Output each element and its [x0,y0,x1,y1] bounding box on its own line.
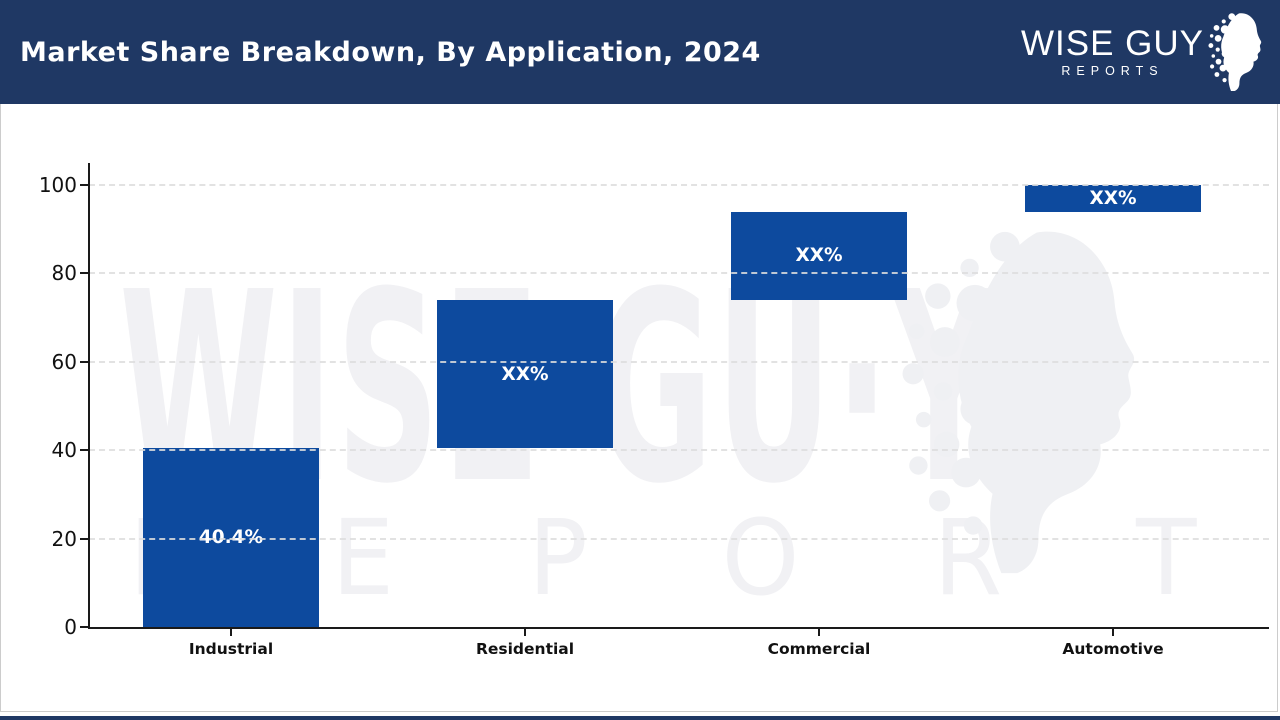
footer-accent-bar [0,716,1280,720]
chart-canvas: WISE GU·Y R E P O R T S 40.4% Industrial X… [0,104,1280,712]
x-axis-label-industrial: Industrial [188,640,274,658]
brand-subtitle: REPORTS [1061,63,1164,78]
y-tick-label: 20 [51,526,77,551]
y-tick-mark [80,449,88,452]
x-tick-mark [1112,629,1114,636]
watermark-text-line2: R E P O R T S [129,497,1280,619]
y-tick-label: 80 [51,261,77,286]
x-tick-mark [524,629,526,636]
y-tick-mark [80,626,88,628]
bar-value-label: XX% [795,245,843,267]
bar-residential: XX% [437,299,613,449]
y-axis-line [88,163,90,629]
gridline [89,449,1269,452]
x-axis-label-commercial: Commercial [767,640,871,658]
gridline [89,360,1269,363]
y-tick-mark [80,272,88,275]
bar-value-label: XX% [1089,187,1137,209]
gridline [89,184,1269,186]
x-axis-line [88,627,1269,629]
bar-industrial: 40.4% [143,448,319,627]
y-tick-label: 100 [38,173,77,197]
y-tick-mark [80,537,88,540]
x-tick-mark [230,629,232,636]
brand-logo: WISE GUY REPORTS [1021,6,1264,98]
header: Market Share Breakdown, By Application, … [0,0,1280,104]
page-title: Market Share Breakdown, By Application, … [20,36,761,68]
gridline [89,537,1269,540]
brand-name: WISE GUY [1020,24,1204,64]
watermark-face-icon [902,231,1135,574]
bar-value-label: XX% [501,363,549,385]
y-tick-label: 0 [64,615,77,639]
brand-face-icon [1208,13,1262,91]
y-tick-mark [80,360,88,363]
bar-value-label: 40.4% [198,527,264,549]
x-tick-mark [818,629,820,636]
bar-automotive: XX% [1025,185,1201,212]
x-axis-label-automotive: Automotive [1062,640,1164,658]
y-tick-label: 60 [51,349,77,374]
y-tick-label: 40 [51,438,77,463]
gridline [89,272,1269,275]
brand-logo-text: WISE GUY REPORTS [1020,24,1204,78]
bar-commercial: XX% [731,211,907,300]
y-tick-mark [80,184,88,186]
watermark-text-line1: WISE GU·Y [119,236,999,541]
x-axis-label-residential: Residential [475,640,575,658]
